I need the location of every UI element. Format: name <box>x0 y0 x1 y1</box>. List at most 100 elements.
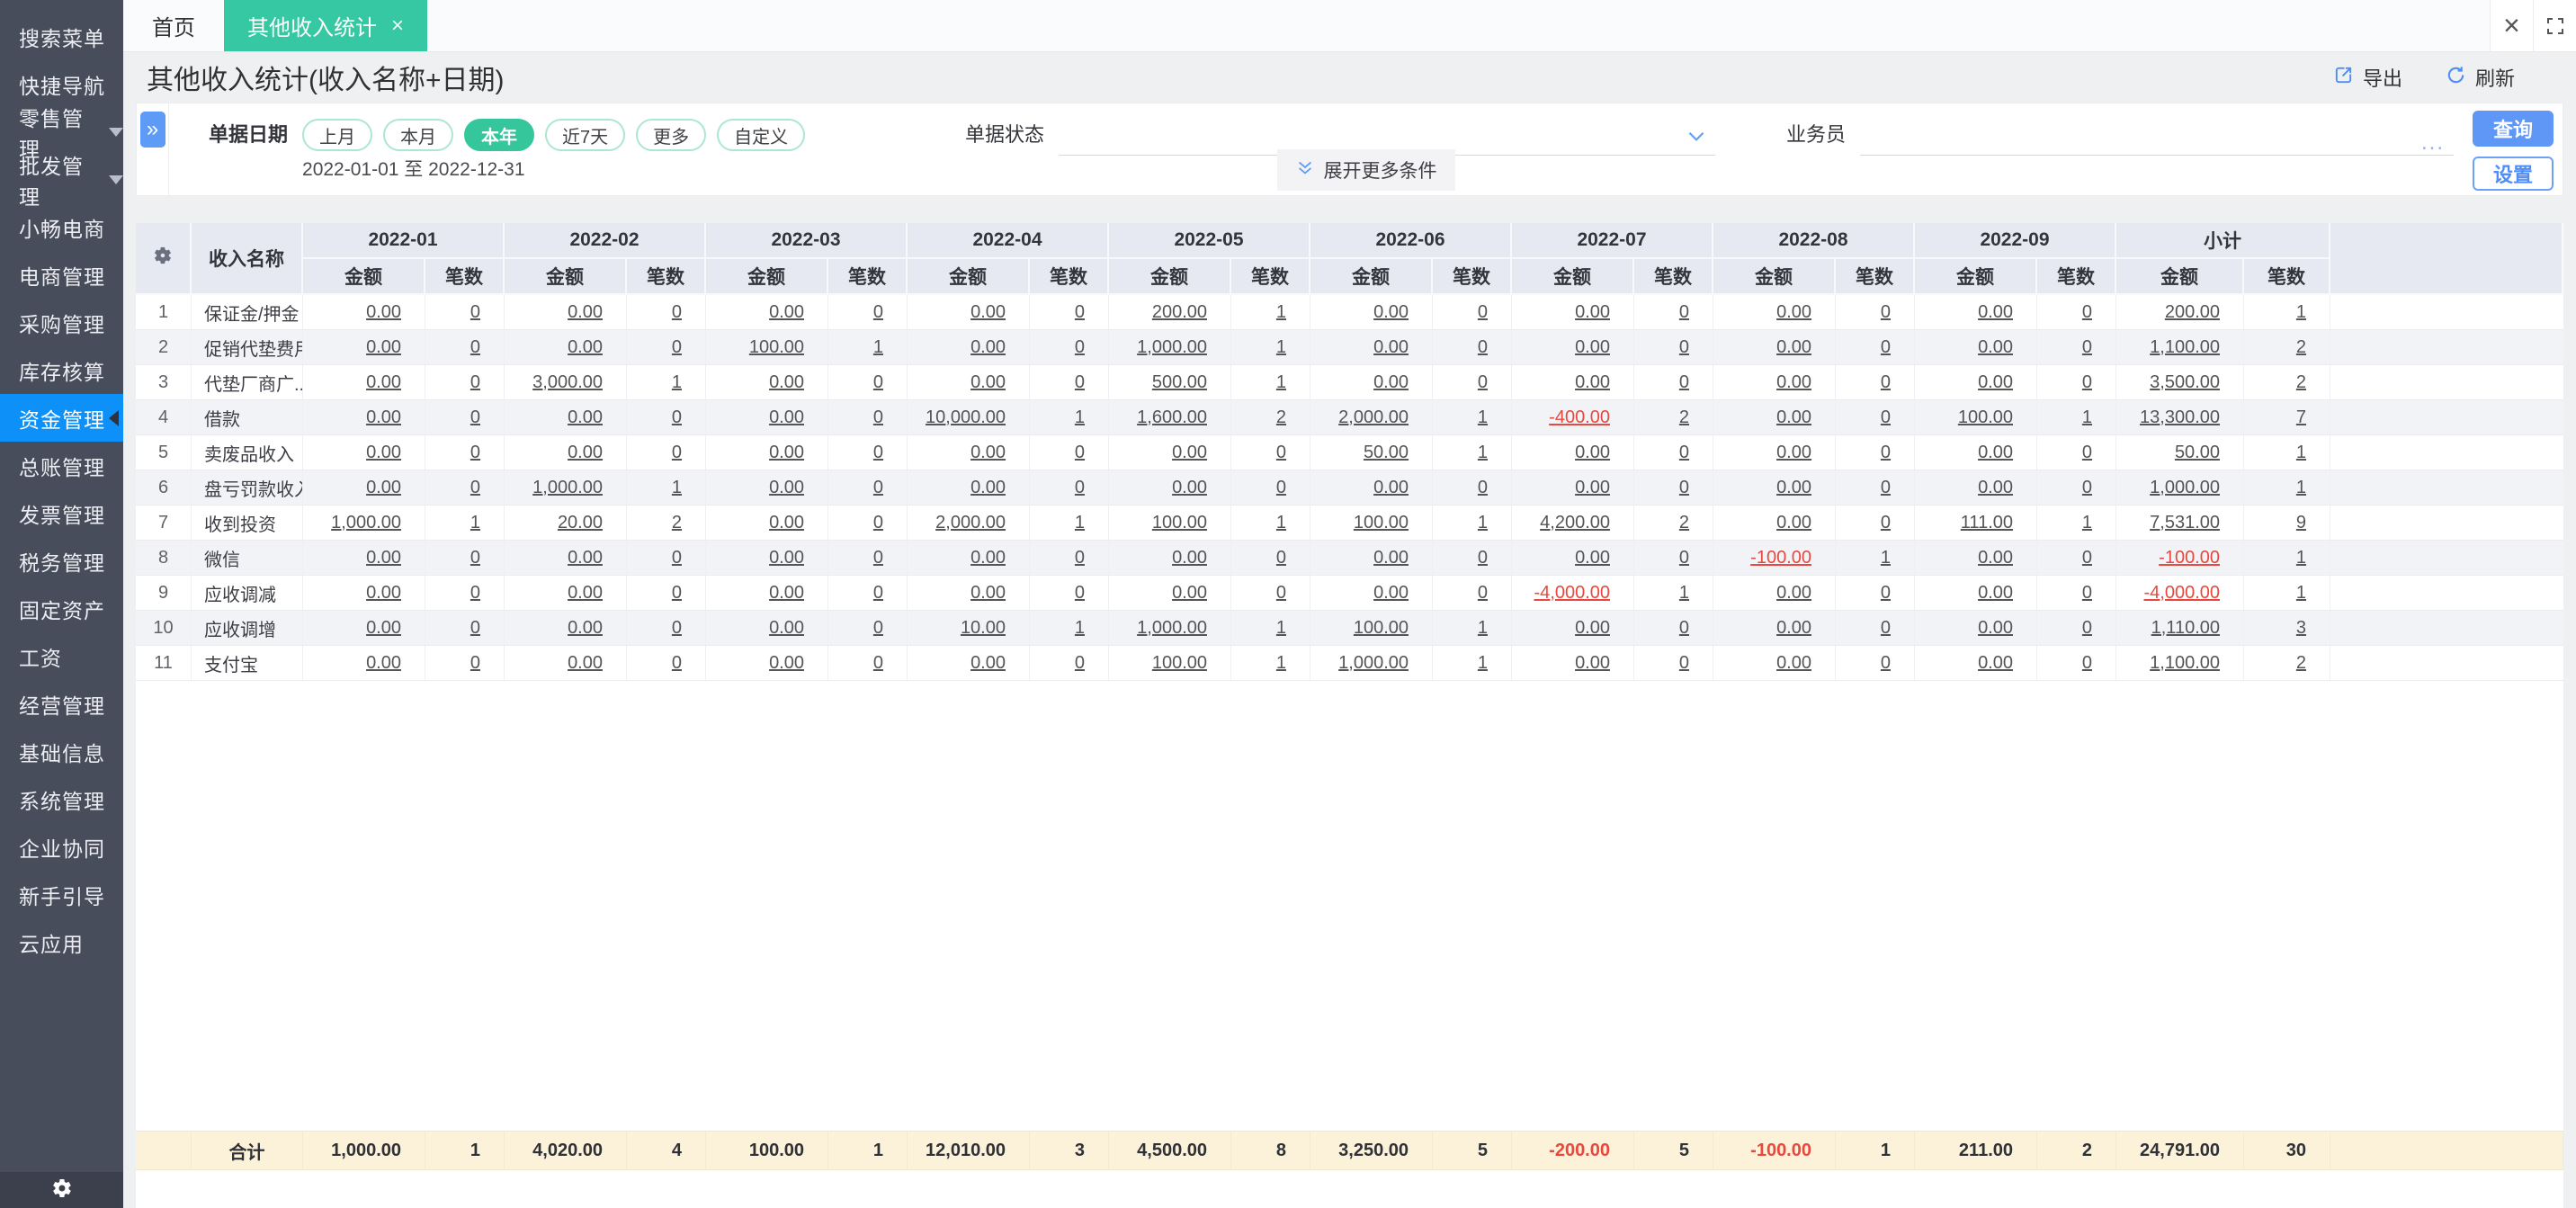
amount-cell[interactable]: 0.00 <box>1310 470 1433 505</box>
count-cell[interactable]: 1 <box>1231 611 1310 645</box>
count-cell[interactable]: 0 <box>627 541 706 575</box>
count-cell[interactable]: 0 <box>425 576 505 610</box>
amount-cell[interactable]: 0.00 <box>505 330 627 364</box>
amount-cell[interactable]: 100.00 <box>706 330 828 364</box>
count-cell[interactable]: 2 <box>2244 365 2330 399</box>
count-cell[interactable]: 7 <box>2244 400 2330 434</box>
date-pill[interactable]: 本月 <box>383 119 454 151</box>
amount-cell[interactable]: 2,000.00 <box>908 506 1030 540</box>
count-cell[interactable]: 0 <box>1836 295 1915 329</box>
amount-cell[interactable]: 0.00 <box>1512 541 1634 575</box>
amount-cell[interactable]: 1,600.00 <box>1109 400 1231 434</box>
amount-cell[interactable]: 0.00 <box>303 330 425 364</box>
count-cell[interactable]: 0 <box>1836 506 1915 540</box>
count-cell[interactable]: 1 <box>2244 435 2330 470</box>
count-cell[interactable]: 0 <box>828 506 908 540</box>
amount-cell[interactable]: 0.00 <box>1310 295 1433 329</box>
amount-cell[interactable]: 0.00 <box>505 400 627 434</box>
count-cell[interactable]: 0 <box>2037 646 2116 680</box>
count-cell[interactable]: 0 <box>425 295 505 329</box>
close-icon[interactable]: × <box>2490 0 2533 51</box>
sidebar-item[interactable]: 采购管理 <box>0 299 123 346</box>
count-cell[interactable]: 0 <box>828 470 908 505</box>
amount-cell[interactable]: 0.00 <box>505 435 627 470</box>
amount-cell[interactable]: 0.00 <box>1915 295 2037 329</box>
amount-cell[interactable]: 0.00 <box>706 400 828 434</box>
count-cell[interactable]: 0 <box>2037 470 2116 505</box>
sidebar-item[interactable]: 零售管理 <box>0 107 123 161</box>
amount-cell[interactable]: 1,100.00 <box>2116 330 2244 364</box>
count-cell[interactable]: 1 <box>1231 330 1310 364</box>
amount-cell[interactable]: 0.00 <box>1713 470 1836 505</box>
amount-cell[interactable]: -4,000.00 <box>1512 576 1634 610</box>
count-cell[interactable]: 0 <box>627 295 706 329</box>
amount-cell[interactable]: 0.00 <box>1713 506 1836 540</box>
count-cell[interactable]: 0 <box>2037 435 2116 470</box>
amount-cell[interactable]: 0.00 <box>1512 295 1634 329</box>
amount-cell[interactable]: 0.00 <box>1915 470 2037 505</box>
export-button[interactable]: 导出 <box>2333 63 2402 92</box>
count-cell[interactable]: 0 <box>1433 365 1512 399</box>
salesman-input[interactable]: ... <box>1860 116 2455 156</box>
amount-cell[interactable]: 0.00 <box>303 365 425 399</box>
count-cell[interactable]: 0 <box>828 611 908 645</box>
date-pill[interactable]: 自定义 <box>717 119 806 151</box>
amount-cell[interactable]: 0.00 <box>706 611 828 645</box>
count-cell[interactable]: 1 <box>627 470 706 505</box>
amount-cell[interactable]: 0.00 <box>1512 611 1634 645</box>
date-pill[interactable]: 近7天 <box>545 119 626 151</box>
count-cell[interactable]: 0 <box>828 435 908 470</box>
count-cell[interactable]: 1 <box>1433 400 1512 434</box>
count-cell[interactable]: 0 <box>828 541 908 575</box>
count-cell[interactable]: 0 <box>425 400 505 434</box>
count-cell[interactable]: 2 <box>1634 400 1713 434</box>
fullscreen-icon[interactable] <box>2533 0 2576 51</box>
amount-cell[interactable]: 20.00 <box>505 506 627 540</box>
count-cell[interactable]: 0 <box>425 330 505 364</box>
count-cell[interactable]: 0 <box>425 435 505 470</box>
amount-cell[interactable]: 0.00 <box>1512 435 1634 470</box>
count-cell[interactable]: 0 <box>1836 330 1915 364</box>
amount-cell[interactable]: 0.00 <box>1310 365 1433 399</box>
count-cell[interactable]: 0 <box>2037 576 2116 610</box>
amount-cell[interactable]: 2,000.00 <box>1310 400 1433 434</box>
count-cell[interactable]: 1 <box>1231 646 1310 680</box>
amount-cell[interactable]: 0.00 <box>1713 295 1836 329</box>
amount-cell[interactable]: 0.00 <box>706 295 828 329</box>
count-cell[interactable]: 1 <box>2037 506 2116 540</box>
count-cell[interactable]: 2 <box>2244 330 2330 364</box>
amount-cell[interactable]: 0.00 <box>505 646 627 680</box>
amount-cell[interactable]: 1,000.00 <box>505 470 627 505</box>
count-cell[interactable]: 0 <box>1433 330 1512 364</box>
amount-cell[interactable]: 0.00 <box>1512 365 1634 399</box>
sidebar-item[interactable]: 云应用 <box>0 918 123 966</box>
amount-cell[interactable]: 0.00 <box>505 295 627 329</box>
count-cell[interactable]: 0 <box>1030 435 1109 470</box>
amount-cell[interactable]: 0.00 <box>1915 646 2037 680</box>
amount-cell[interactable]: 0.00 <box>1915 330 2037 364</box>
amount-cell[interactable]: 0.00 <box>908 295 1030 329</box>
sidebar-item[interactable]: 批发管理 <box>0 155 123 209</box>
sidebar-item[interactable]: 快捷导航 <box>0 60 123 108</box>
amount-cell[interactable]: 10,000.00 <box>908 400 1030 434</box>
amount-cell[interactable]: 0.00 <box>303 541 425 575</box>
amount-cell[interactable]: 0.00 <box>303 611 425 645</box>
amount-cell[interactable]: 0.00 <box>908 646 1030 680</box>
count-cell[interactable]: 3 <box>2244 611 2330 645</box>
collapse-filter-button[interactable]: » <box>139 112 165 148</box>
count-cell[interactable]: 9 <box>2244 506 2330 540</box>
amount-cell[interactable]: 1,000.00 <box>2116 470 2244 505</box>
count-cell[interactable]: 0 <box>1030 541 1109 575</box>
count-cell[interactable]: 0 <box>425 646 505 680</box>
count-cell[interactable]: 0 <box>1634 470 1713 505</box>
amount-cell[interactable]: 0.00 <box>1713 365 1836 399</box>
count-cell[interactable]: 1 <box>1433 646 1512 680</box>
count-cell[interactable]: 0 <box>627 611 706 645</box>
count-cell[interactable]: 0 <box>2037 365 2116 399</box>
expand-more-button[interactable]: 展开更多条件 <box>1276 149 1455 191</box>
amount-cell[interactable]: -100.00 <box>1713 541 1836 575</box>
amount-cell[interactable]: 3,000.00 <box>505 365 627 399</box>
count-cell[interactable]: 0 <box>828 646 908 680</box>
count-cell[interactable]: 1 <box>2244 470 2330 505</box>
count-cell[interactable]: 0 <box>1634 541 1713 575</box>
